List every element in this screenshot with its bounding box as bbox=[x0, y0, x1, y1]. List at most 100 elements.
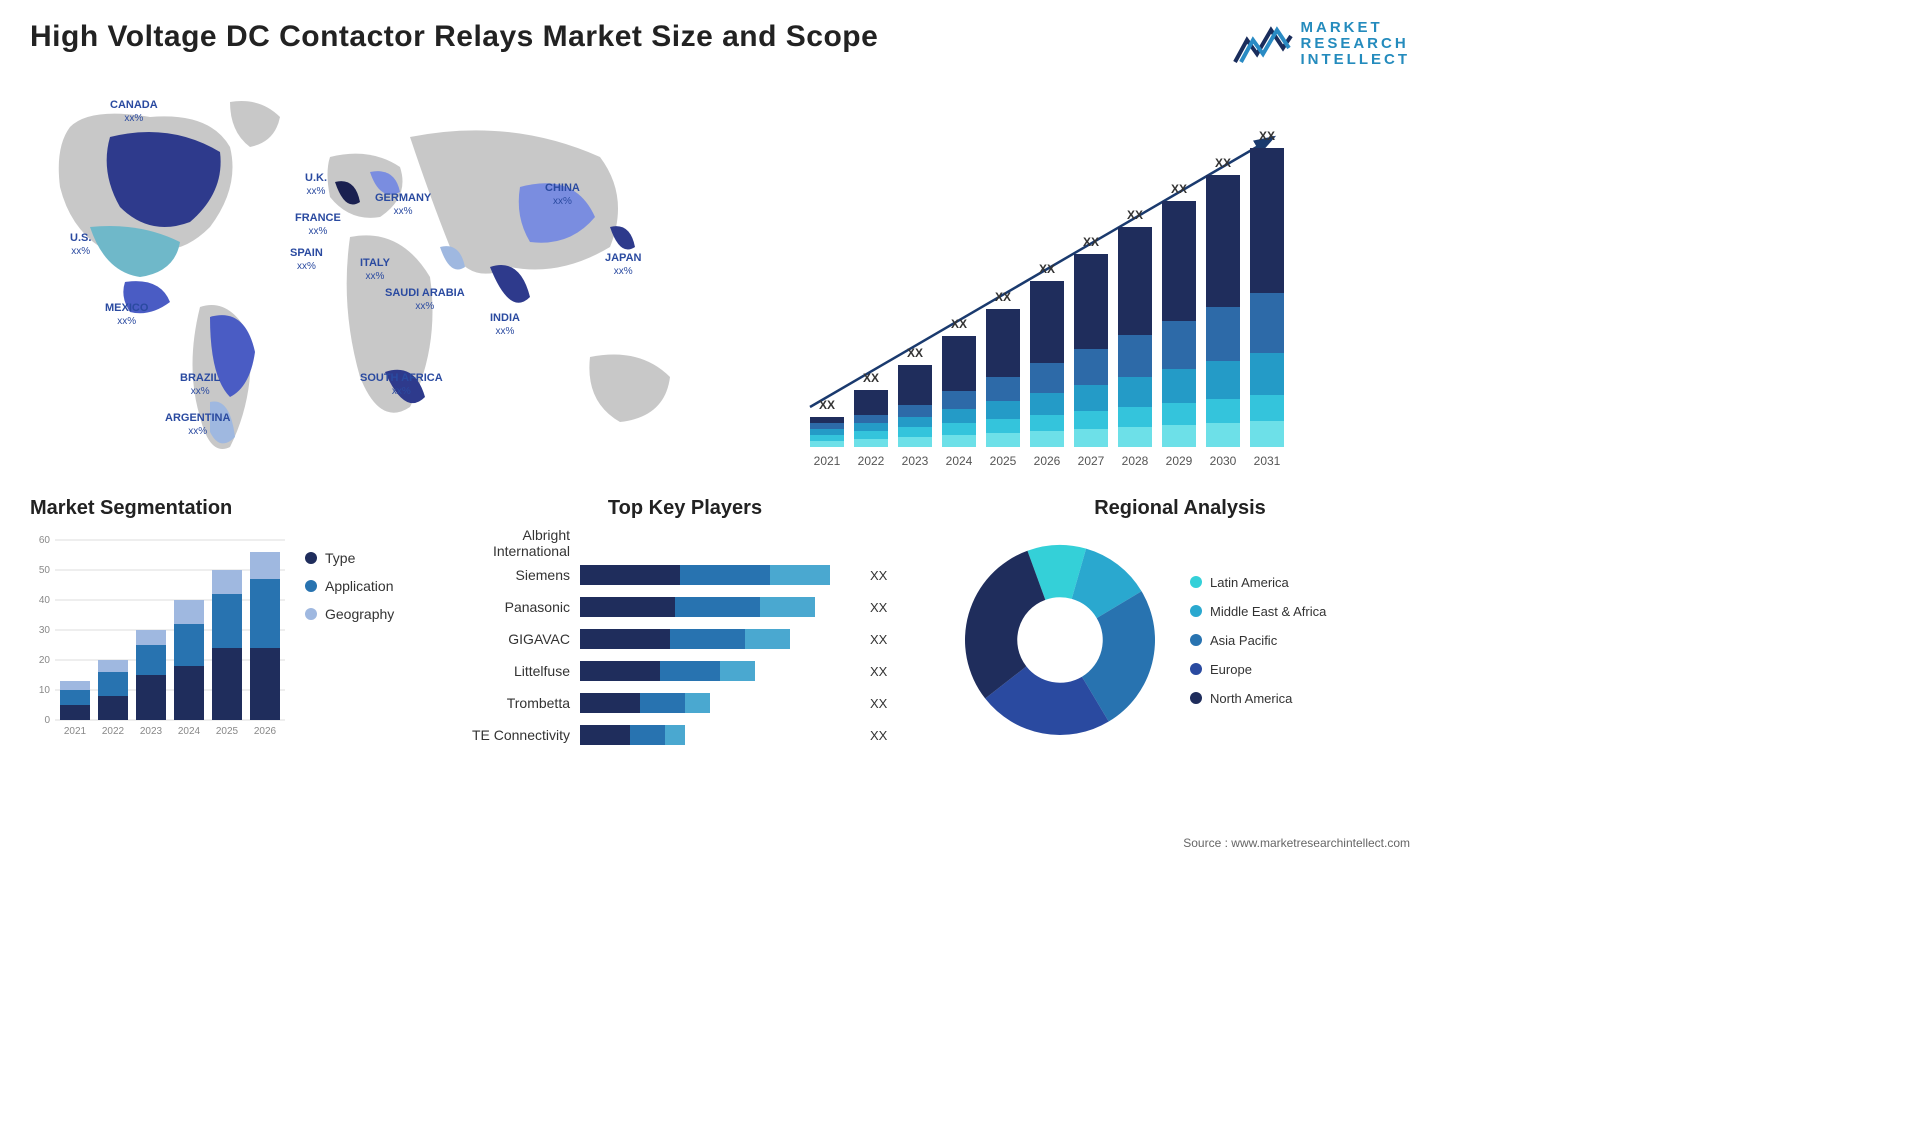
logo-text-2: RESEARCH bbox=[1301, 36, 1411, 52]
seg-legend-item: Geography bbox=[305, 606, 394, 622]
seg-bar-segment bbox=[250, 648, 280, 720]
forecast-bar-segment bbox=[854, 439, 888, 447]
forecast-bar-segment bbox=[1118, 407, 1152, 427]
forecast-bar-label: XX bbox=[995, 290, 1011, 304]
seg-bar-segment bbox=[98, 696, 128, 720]
player-name: Littelfuse bbox=[450, 663, 580, 679]
logo-mark-icon bbox=[1233, 22, 1293, 66]
seg-bar-segment bbox=[250, 579, 280, 648]
forecast-bar-segment bbox=[1206, 361, 1240, 399]
player-row: GIGAVACXX bbox=[450, 626, 920, 652]
forecast-bar-segment bbox=[986, 401, 1020, 419]
map-label: GERMANYxx% bbox=[375, 192, 431, 217]
player-bar-segment bbox=[580, 629, 670, 649]
player-name: Trombetta bbox=[450, 695, 580, 711]
forecast-year-label: 2021 bbox=[814, 454, 841, 468]
map-label: SOUTH AFRICAxx% bbox=[360, 372, 443, 397]
regional-title: Regional Analysis bbox=[950, 497, 1410, 520]
forecast-bar-segment bbox=[898, 405, 932, 417]
player-value: XX bbox=[860, 728, 887, 743]
forecast-bar-segment bbox=[942, 336, 976, 391]
forecast-year-label: 2026 bbox=[1034, 454, 1061, 468]
svg-text:0: 0 bbox=[44, 715, 50, 726]
forecast-bar-label: XX bbox=[863, 371, 879, 385]
player-value: XX bbox=[860, 696, 887, 711]
forecast-bar-segment bbox=[854, 423, 888, 431]
player-bar-segment bbox=[580, 693, 640, 713]
forecast-bar-segment bbox=[1074, 429, 1108, 447]
forecast-chart: XX2021XX2022XX2023XX2024XX2025XX2026XX20… bbox=[750, 77, 1410, 477]
forecast-bar-segment bbox=[854, 415, 888, 423]
seg-bar-segment bbox=[174, 624, 204, 666]
forecast-year-label: 2029 bbox=[1166, 454, 1193, 468]
forecast-bar-segment bbox=[1206, 423, 1240, 447]
player-bar-segment bbox=[580, 661, 660, 681]
seg-year-label: 2024 bbox=[178, 726, 201, 737]
regional-legend-item: Europe bbox=[1190, 662, 1326, 677]
map-label: JAPANxx% bbox=[605, 252, 641, 277]
forecast-bar-segment bbox=[942, 435, 976, 447]
seg-bar-segment bbox=[98, 660, 128, 672]
forecast-bar-label: XX bbox=[819, 398, 835, 412]
player-bar-segment bbox=[640, 693, 685, 713]
player-bar-segment bbox=[665, 725, 685, 745]
svg-text:20: 20 bbox=[39, 655, 51, 666]
forecast-bar-segment bbox=[1162, 369, 1196, 403]
player-row: Albright International bbox=[450, 530, 920, 556]
map-label: CANADAxx% bbox=[110, 99, 158, 124]
forecast-bar-segment bbox=[942, 423, 976, 435]
player-bar-segment bbox=[675, 597, 760, 617]
player-name: Panasonic bbox=[450, 599, 580, 615]
forecast-bar-segment bbox=[1118, 335, 1152, 377]
seg-legend-item: Type bbox=[305, 550, 394, 566]
seg-legend-item: Application bbox=[305, 578, 394, 594]
svg-text:50: 50 bbox=[39, 565, 51, 576]
forecast-bar-segment bbox=[1250, 293, 1284, 353]
forecast-bar-label: XX bbox=[1259, 129, 1275, 143]
player-row: Trombetta XX bbox=[450, 690, 920, 716]
player-row: TE ConnectivityXX bbox=[450, 722, 920, 748]
regional-legend-item: Middle East & Africa bbox=[1190, 604, 1326, 619]
forecast-bar-segment bbox=[1030, 363, 1064, 393]
forecast-bar-segment bbox=[1162, 425, 1196, 447]
forecast-bar-label: XX bbox=[1171, 182, 1187, 196]
forecast-bar-segment bbox=[986, 377, 1020, 401]
source-attribution: Source : www.marketresearchintellect.com bbox=[1183, 836, 1410, 850]
forecast-bar-segment bbox=[898, 417, 932, 427]
forecast-bar-segment bbox=[1206, 399, 1240, 423]
player-value: XX bbox=[860, 632, 887, 647]
forecast-bar-label: XX bbox=[951, 317, 967, 331]
forecast-bar-segment bbox=[1030, 281, 1064, 363]
forecast-bar-segment bbox=[898, 427, 932, 437]
regional-donut bbox=[950, 530, 1170, 750]
forecast-bar-segment bbox=[1074, 411, 1108, 429]
map-label: SPAINxx% bbox=[290, 247, 323, 272]
forecast-bar-segment bbox=[898, 437, 932, 447]
map-label: INDIAxx% bbox=[490, 312, 520, 337]
logo-text-1: MARKET bbox=[1301, 20, 1411, 36]
forecast-bar-segment bbox=[854, 431, 888, 439]
player-bar-segment bbox=[630, 725, 665, 745]
forecast-bar-segment bbox=[854, 390, 888, 415]
brand-logo: MARKET RESEARCH INTELLECT bbox=[1233, 20, 1411, 67]
regional-legend-item: Latin America bbox=[1190, 575, 1326, 590]
logo-text-3: INTELLECT bbox=[1301, 52, 1411, 68]
regional-legend: Latin AmericaMiddle East & AfricaAsia Pa… bbox=[1190, 575, 1326, 706]
forecast-year-label: 2028 bbox=[1122, 454, 1149, 468]
player-name: Albright International bbox=[450, 527, 580, 559]
forecast-bar-segment bbox=[810, 417, 844, 423]
forecast-bar-segment bbox=[1162, 201, 1196, 321]
forecast-bar-segment bbox=[1030, 431, 1064, 447]
seg-bar-segment bbox=[212, 648, 242, 720]
map-label: SAUDI ARABIAxx% bbox=[385, 287, 465, 312]
svg-text:40: 40 bbox=[39, 595, 51, 606]
forecast-bar-segment bbox=[1206, 307, 1240, 361]
forecast-bar-segment bbox=[1030, 415, 1064, 431]
forecast-bar-segment bbox=[1118, 377, 1152, 407]
forecast-bar-segment bbox=[942, 409, 976, 423]
map-label: BRAZILxx% bbox=[180, 372, 220, 397]
seg-bar-segment bbox=[60, 690, 90, 705]
player-bar-segment bbox=[660, 661, 720, 681]
forecast-bar-segment bbox=[810, 429, 844, 435]
player-value: XX bbox=[860, 568, 887, 583]
